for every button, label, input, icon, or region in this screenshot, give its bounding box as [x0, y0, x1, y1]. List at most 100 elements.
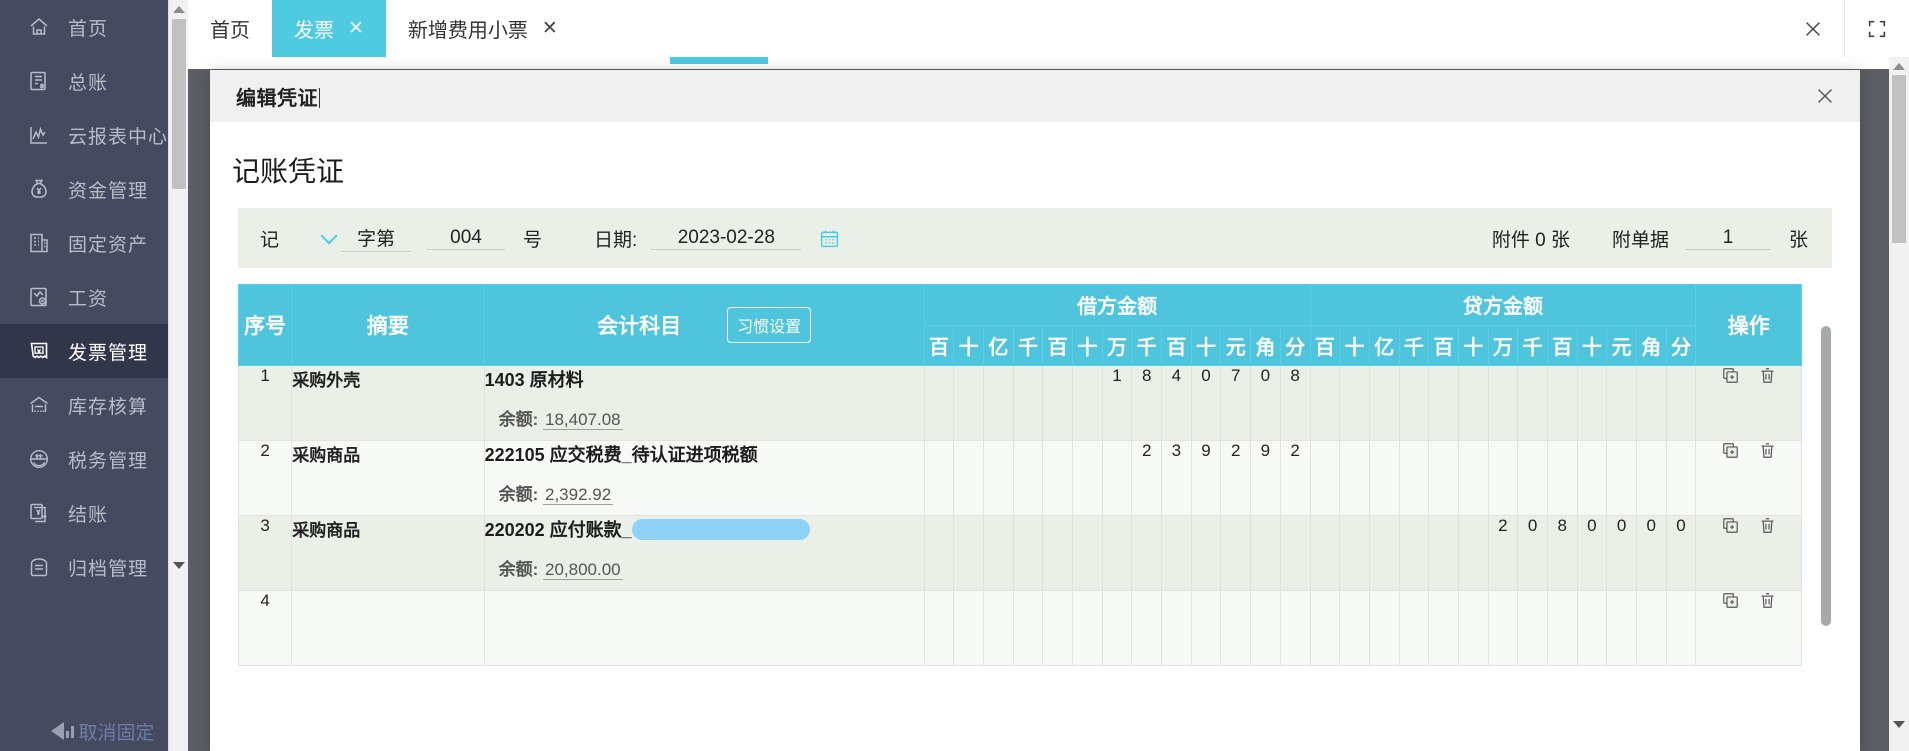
table-row[interactable]: 4 — [238, 590, 1802, 666]
cell-account[interactable]: 1403 原材料 余额: 18,407.08 — [483, 365, 925, 441]
copy-row-icon[interactable] — [1721, 366, 1740, 385]
cell-debit-digit-10[interactable]: 2 — [1220, 440, 1252, 516]
cell-debit-digit-1[interactable] — [953, 515, 984, 591]
habit-settings-button[interactable]: 习惯设置 — [727, 307, 812, 343]
cell-debit-digit-5[interactable] — [1072, 440, 1103, 516]
cell-credit-digit-7[interactable]: 0 — [1517, 515, 1548, 591]
cell-debit-digit-3[interactable] — [1012, 515, 1044, 591]
page-scrollbar-left[interactable] — [168, 0, 189, 751]
cell-credit-digit-7[interactable] — [1517, 440, 1548, 516]
close-window-button[interactable] — [1781, 0, 1845, 57]
cell-debit-digit-10[interactable]: 7 — [1220, 365, 1252, 441]
chevron-down-icon[interactable] — [320, 227, 338, 244]
sidebar-item-7[interactable]: 库存核算 — [0, 378, 206, 432]
cell-summary[interactable]: 采购商品 — [291, 440, 485, 516]
cell-credit-digit-9[interactable]: 0 — [1576, 515, 1608, 591]
cell-credit-digit-6[interactable] — [1487, 440, 1519, 516]
cell-debit-digit-3[interactable] — [1012, 590, 1044, 666]
cell-credit-digit-5[interactable] — [1457, 590, 1489, 666]
cell-debit-digit-0[interactable] — [923, 515, 955, 591]
scrollbar-thumb-right[interactable] — [1892, 75, 1906, 243]
cell-credit-digit-2[interactable] — [1368, 515, 1400, 591]
cell-credit-digit-5[interactable] — [1457, 440, 1489, 516]
cell-credit-digit-10[interactable] — [1606, 365, 1637, 441]
table-row[interactable]: 1 采购外壳 1403 原材料 余额: 18,407.08 1 8 4 0 7 0 8 — [238, 365, 1802, 441]
cell-credit-digit-11[interactable] — [1635, 590, 1667, 666]
cell-debit-digit-9[interactable] — [1190, 590, 1222, 666]
tab-1[interactable]: 发票 ✕ — [272, 0, 386, 57]
calendar-icon[interactable] — [819, 228, 840, 249]
sidebar-item-1[interactable]: 总账 — [0, 54, 206, 108]
cell-credit-digit-8[interactable] — [1546, 440, 1578, 516]
cell-credit-digit-3[interactable] — [1398, 590, 1430, 666]
cell-debit-digit-5[interactable] — [1072, 365, 1103, 441]
scroll-up-button-right[interactable] — [1889, 57, 1909, 75]
cell-debit-digit-9[interactable]: 9 — [1190, 440, 1222, 516]
table-scrollbar[interactable] — [1820, 326, 1832, 656]
cell-debit-digit-6[interactable] — [1101, 440, 1133, 516]
cell-debit-digit-3[interactable] — [1012, 440, 1044, 516]
tab-close-icon[interactable]: ✕ — [348, 18, 364, 39]
cell-debit-digit-7[interactable]: 8 — [1131, 365, 1163, 441]
cell-debit-digit-8[interactable] — [1161, 515, 1192, 591]
cell-debit-digit-6[interactable] — [1101, 515, 1133, 591]
cell-credit-digit-8[interactable]: 8 — [1546, 515, 1578, 591]
cell-summary[interactable]: 采购外壳 — [291, 365, 485, 441]
sidebar-item-8[interactable]: 税务管理 — [0, 432, 206, 486]
cell-credit-digit-0[interactable] — [1309, 515, 1341, 591]
cell-credit-digit-4[interactable] — [1428, 515, 1459, 591]
cell-debit-digit-11[interactable]: 0 — [1250, 365, 1281, 441]
cell-credit-digit-6[interactable]: 2 — [1487, 515, 1519, 591]
cell-debit-digit-12[interactable] — [1279, 515, 1311, 591]
cell-credit-digit-2[interactable] — [1368, 365, 1400, 441]
cell-credit-digit-0[interactable] — [1309, 365, 1341, 441]
copy-row-icon[interactable] — [1721, 591, 1740, 610]
delete-row-icon[interactable] — [1758, 366, 1777, 385]
sidebar-item-5[interactable]: 工资 — [0, 270, 206, 324]
voucher-word-select[interactable]: 字第 — [341, 224, 412, 252]
cell-debit-digit-5[interactable] — [1072, 515, 1103, 591]
copy-row-icon[interactable] — [1721, 516, 1740, 535]
table-row[interactable]: 3 采购商品 220202 应付账款_ 余额: 20,800.00 2 0 8 0 0 0 0 — [238, 515, 1802, 591]
cell-debit-digit-2[interactable] — [982, 365, 1014, 441]
cell-debit-digit-6[interactable]: 1 — [1101, 365, 1133, 441]
table-row[interactable]: 2 采购商品 222105 应交税费_待认证进项税额 余额: 2,392.92 2 3 9 2… — [238, 440, 1802, 516]
scroll-down-button-right[interactable] — [1889, 715, 1909, 733]
cell-debit-digit-2[interactable] — [982, 590, 1014, 666]
cell-account[interactable] — [483, 590, 925, 666]
cell-debit-digit-1[interactable] — [953, 590, 984, 666]
cell-credit-digit-5[interactable] — [1457, 365, 1489, 441]
cell-credit-digit-4[interactable] — [1428, 590, 1459, 666]
cell-debit-digit-12[interactable] — [1279, 590, 1311, 666]
scroll-down-button[interactable] — [169, 556, 189, 574]
cell-debit-digit-9[interactable]: 0 — [1190, 365, 1222, 441]
sidebar-item-0[interactable]: 首页 — [0, 0, 206, 54]
sidebar-item-4[interactable]: 固定资产 — [0, 216, 206, 270]
cell-credit-digit-3[interactable] — [1398, 365, 1430, 441]
sidebar-item-3[interactable]: 资金管理 — [0, 162, 206, 216]
receipt-count-input[interactable]: 1 — [1684, 227, 1771, 250]
cell-debit-digit-2[interactable] — [982, 440, 1014, 516]
cell-credit-digit-11[interactable] — [1635, 365, 1667, 441]
cell-debit-digit-11[interactable] — [1250, 515, 1281, 591]
cell-credit-digit-12[interactable] — [1665, 590, 1697, 666]
cell-debit-digit-11[interactable]: 9 — [1250, 440, 1281, 516]
cell-credit-digit-1[interactable] — [1339, 440, 1370, 516]
cell-credit-digit-12[interactable] — [1665, 440, 1697, 516]
cell-credit-digit-10[interactable]: 0 — [1606, 515, 1637, 591]
cell-credit-digit-1[interactable] — [1339, 590, 1370, 666]
cell-credit-digit-9[interactable] — [1576, 590, 1608, 666]
cell-debit-digit-3[interactable] — [1012, 365, 1044, 441]
cell-debit-digit-8[interactable]: 4 — [1161, 365, 1192, 441]
sidebar-item-2[interactable]: 云报表中心 — [0, 108, 206, 162]
cell-debit-digit-11[interactable] — [1250, 590, 1281, 666]
cell-debit-digit-4[interactable] — [1042, 365, 1073, 441]
cell-credit-digit-9[interactable] — [1576, 440, 1608, 516]
cell-debit-digit-5[interactable] — [1072, 590, 1103, 666]
cell-debit-digit-9[interactable] — [1190, 515, 1222, 591]
cell-debit-digit-7[interactable]: 2 — [1131, 440, 1163, 516]
cell-credit-digit-7[interactable] — [1517, 590, 1548, 666]
cell-credit-digit-2[interactable] — [1368, 590, 1400, 666]
cell-debit-digit-4[interactable] — [1042, 590, 1073, 666]
tab-2[interactable]: 新增费用小票 ✕ — [386, 0, 580, 57]
